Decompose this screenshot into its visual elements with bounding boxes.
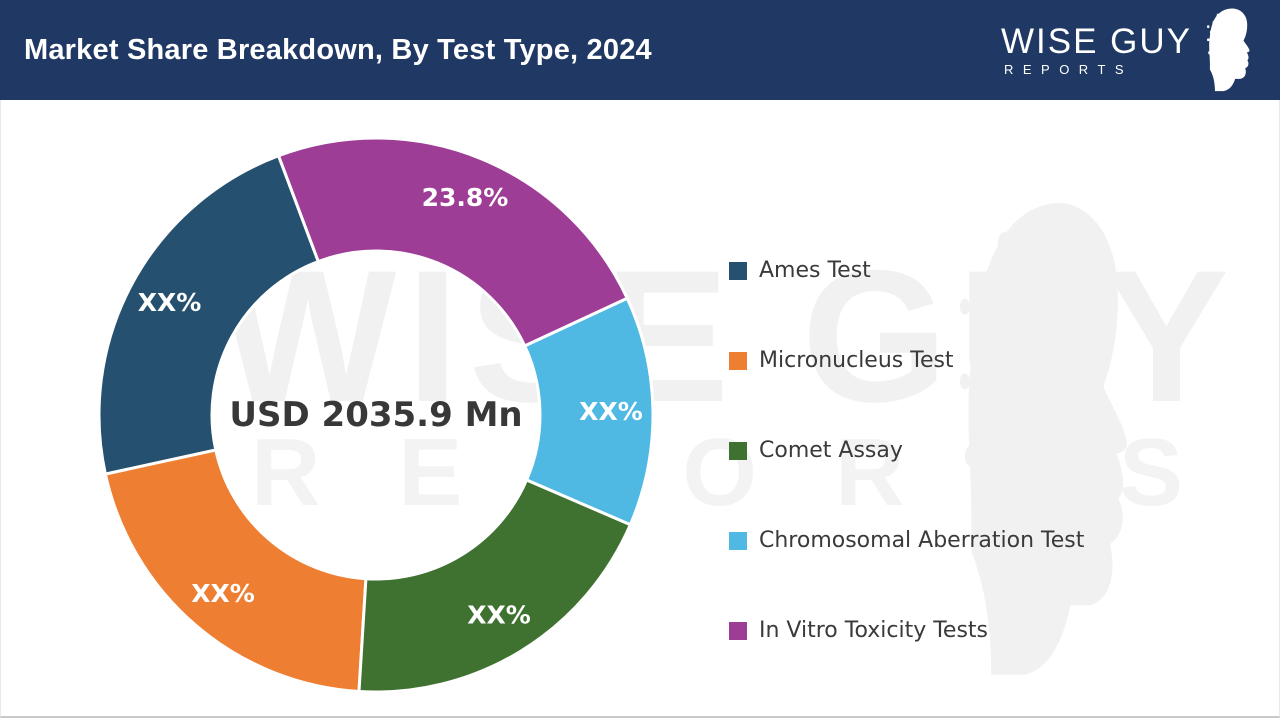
legend-swatch-icon bbox=[729, 622, 747, 640]
slice-comet-assay[interactable] bbox=[357, 477, 633, 694]
brand-subname: REPORTS bbox=[1003, 61, 1134, 77]
legend-swatch-icon bbox=[729, 442, 747, 460]
page-title: Market Share Breakdown, By Test Type, 20… bbox=[24, 33, 652, 66]
legend-swatch-icon bbox=[729, 352, 747, 370]
slice-value-label: XX% bbox=[579, 397, 643, 426]
legend-label: In Vitro Toxicity Tests bbox=[759, 618, 988, 643]
legend-item-in-vitro-toxicity-tests[interactable]: In Vitro Toxicity Tests bbox=[729, 617, 1084, 645]
slice-value-label: XX% bbox=[191, 579, 255, 608]
watermark-head-icon bbox=[846, 200, 1176, 680]
legend-item-micronucleus-test[interactable]: Micronucleus Test bbox=[729, 347, 1084, 375]
brand-name: WISE GUY bbox=[1000, 21, 1192, 61]
donut-center-value: USD 2035.9 Mn bbox=[229, 395, 523, 435]
donut-chart: XX% XX% XX% XX% 23.8% bbox=[97, 136, 655, 694]
header-bar: Market Share Breakdown, By Test Type, 20… bbox=[0, 0, 1280, 100]
slice-value-label: XX% bbox=[138, 288, 202, 317]
slice-micronucleus-test[interactable] bbox=[103, 448, 368, 694]
slice-ames-test[interactable] bbox=[97, 153, 321, 476]
legend-item-chromosomal-aberration-test[interactable]: Chromosomal Aberration Test bbox=[729, 527, 1084, 555]
brand-logo: WISE GUY REPORTS bbox=[1001, 8, 1262, 92]
chart-area: WISE GUY REPORTS XX% XX% XX% XX% 23.8% USD 2… bbox=[0, 100, 1280, 718]
legend-label: Chromosomal Aberration Test bbox=[759, 528, 1085, 553]
chart-legend: Ames Test Micronucleus Test Comet Assay Chr… bbox=[729, 257, 1084, 645]
slice-value-label: 23.8% bbox=[422, 183, 509, 212]
legend-swatch-icon bbox=[729, 262, 747, 280]
legend-label: Micronucleus Test bbox=[759, 348, 954, 373]
slice-value-label: XX% bbox=[467, 601, 531, 630]
legend-swatch-icon bbox=[729, 532, 747, 550]
legend-label: Ames Test bbox=[759, 258, 871, 283]
dotted-head-logo-icon bbox=[1178, 8, 1262, 92]
slice-in-vitro-toxicity-tests[interactable] bbox=[276, 136, 630, 348]
legend-label: Comet Assay bbox=[759, 438, 903, 463]
legend-item-comet-assay[interactable]: Comet Assay bbox=[729, 437, 1084, 465]
legend-item-ames-test[interactable]: Ames Test bbox=[729, 257, 1084, 285]
brand-logo-text: WISE GUY REPORTS bbox=[1001, 24, 1192, 77]
